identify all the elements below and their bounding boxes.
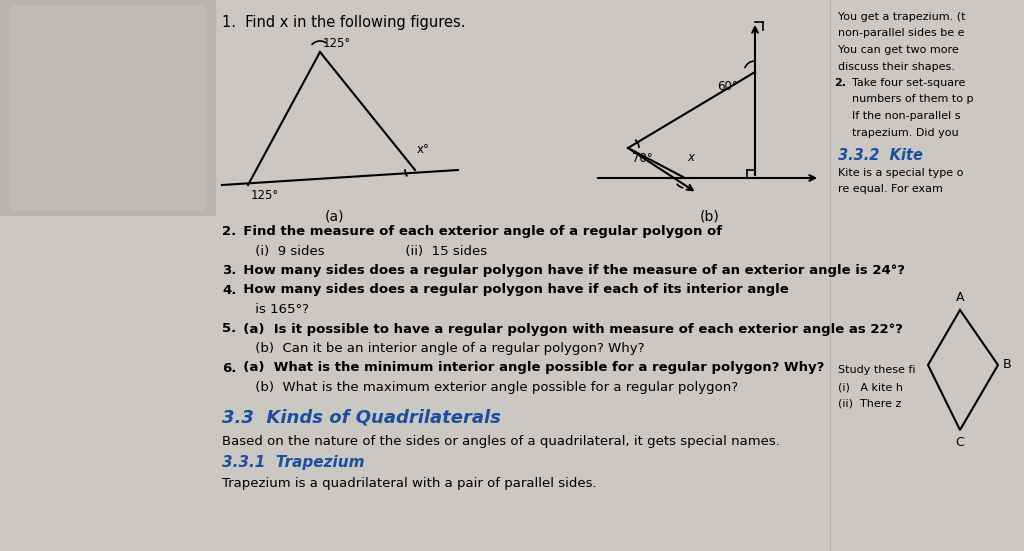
- Text: is 165°?: is 165°?: [234, 303, 309, 316]
- Text: numbers of them to p: numbers of them to p: [852, 95, 974, 105]
- Text: 125°: 125°: [323, 37, 351, 50]
- Text: 125°: 125°: [251, 189, 280, 202]
- Text: 3.3.1  Trapezium: 3.3.1 Trapezium: [222, 455, 365, 469]
- Text: x: x: [687, 151, 694, 164]
- Text: 1.  Find x in the following figures.: 1. Find x in the following figures.: [222, 15, 466, 30]
- Text: (i)  9 sides                   (ii)  15 sides: (i) 9 sides (ii) 15 sides: [234, 245, 487, 257]
- Text: Kite is a special type o: Kite is a special type o: [838, 168, 964, 178]
- Text: 2.: 2.: [834, 78, 846, 88]
- Text: (a): (a): [326, 210, 345, 224]
- Text: If the non-parallel s: If the non-parallel s: [852, 111, 961, 121]
- Text: discuss their shapes.: discuss their shapes.: [838, 62, 954, 72]
- Text: B: B: [1002, 359, 1012, 371]
- Text: 4.: 4.: [222, 284, 237, 296]
- Text: 3.3.2  Kite: 3.3.2 Kite: [838, 148, 923, 163]
- Text: Find the measure of each exterior angle of a regular polygon of: Find the measure of each exterior angle …: [234, 225, 722, 238]
- Bar: [0, 0, 215, 215]
- Text: (b)  Can it be an interior angle of a regular polygon? Why?: (b) Can it be an interior angle of a reg…: [234, 342, 644, 355]
- Text: (a)  Is it possible to have a regular polygon with measure of each exterior angl: (a) Is it possible to have a regular pol…: [234, 322, 903, 336]
- Bar: [10, 5, 205, 210]
- Text: Based on the nature of the sides or angles of a quadrilateral, it gets special n: Based on the nature of the sides or angl…: [222, 435, 780, 447]
- Text: How many sides does a regular polygon have if the measure of an exterior angle i: How many sides does a regular polygon ha…: [234, 264, 905, 277]
- Text: 3.3  Kinds of Quadrilaterals: 3.3 Kinds of Quadrilaterals: [222, 408, 501, 426]
- Text: (a)  What is the minimum interior angle possible for a regular polygon? Why?: (a) What is the minimum interior angle p…: [234, 361, 824, 375]
- Text: You get a trapezium. (t: You get a trapezium. (t: [838, 12, 966, 22]
- Text: re equal. For exam: re equal. For exam: [838, 185, 943, 195]
- Text: You can get two more: You can get two more: [838, 45, 958, 55]
- Text: 60°: 60°: [717, 80, 737, 93]
- Text: (b)  What is the maximum exterior angle possible for a regular polygon?: (b) What is the maximum exterior angle p…: [234, 381, 738, 394]
- Text: Take four set-square: Take four set-square: [852, 78, 966, 88]
- Text: (i)   A kite h: (i) A kite h: [838, 383, 903, 393]
- Text: trapezium. Did you: trapezium. Did you: [852, 127, 958, 138]
- Text: Study these fi: Study these fi: [838, 365, 915, 375]
- Text: 2.: 2.: [222, 225, 237, 238]
- Text: non-parallel sides be e: non-parallel sides be e: [838, 29, 965, 39]
- Text: Trapezium is a quadrilateral with a pair of parallel sides.: Trapezium is a quadrilateral with a pair…: [222, 477, 597, 489]
- Text: How many sides does a regular polygon have if each of its interior angle: How many sides does a regular polygon ha…: [234, 284, 788, 296]
- Text: (b): (b): [700, 210, 720, 224]
- Text: x°: x°: [417, 143, 430, 156]
- Text: (ii)  There z: (ii) There z: [838, 399, 901, 409]
- Text: 6.: 6.: [222, 361, 237, 375]
- Text: C: C: [955, 436, 965, 449]
- Text: A: A: [955, 291, 965, 304]
- Text: 3.: 3.: [222, 264, 237, 277]
- Text: 70°: 70°: [632, 152, 652, 165]
- Text: 5.: 5.: [222, 322, 237, 336]
